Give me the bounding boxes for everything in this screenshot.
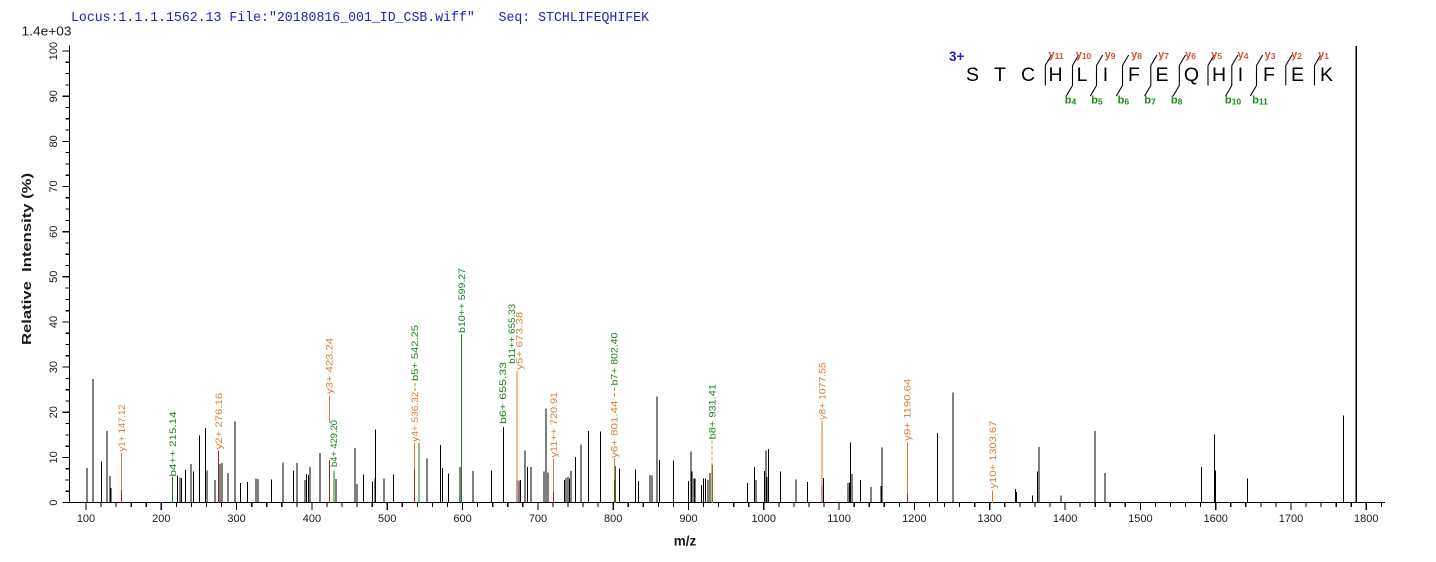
svg-text:y11++ 720.91: y11++ 720.91 <box>549 392 560 458</box>
svg-text:1700: 1700 <box>1279 513 1303 525</box>
svg-text:b10++ 599.27: b10++ 599.27 <box>457 268 468 333</box>
svg-text:b4+ 429.20: b4+ 429.20 <box>329 420 340 467</box>
svg-text:90: 90 <box>48 90 60 102</box>
svg-text:y2+ 276.16: y2+ 276.16 <box>214 393 225 450</box>
svg-text:300: 300 <box>227 513 245 525</box>
svg-text:I: I <box>1103 64 1108 86</box>
svg-text:b6+ 655.33: b6+ 655.33 <box>498 362 509 424</box>
svg-text:F: F <box>1263 64 1275 86</box>
svg-text:1500: 1500 <box>1128 513 1152 525</box>
svg-text:y8+ 1077.55: y8+ 1077.55 <box>818 362 829 419</box>
svg-text:100: 100 <box>77 513 95 525</box>
svg-text:1.4e+03: 1.4e+03 <box>22 25 72 39</box>
svg-text:y3: y3 <box>1265 49 1276 61</box>
svg-text:y9: y9 <box>1105 49 1116 61</box>
svg-text:b5+ 542.25: b5+ 542.25 <box>410 325 421 381</box>
svg-text:y5: y5 <box>1211 49 1222 61</box>
svg-text:b8+ 931.41: b8+ 931.41 <box>708 384 719 439</box>
svg-text:y8: y8 <box>1131 49 1142 61</box>
svg-text:Locus:1.1.1.1562.13 File:"2018: Locus:1.1.1.1562.13 File:"20180816_001_I… <box>71 10 650 26</box>
svg-text:y1: y1 <box>1318 49 1329 61</box>
svg-text:y6+ 801.44: y6+ 801.44 <box>610 401 621 458</box>
svg-text:C: C <box>1021 64 1035 86</box>
svg-text:30: 30 <box>48 361 60 373</box>
svg-text:1600: 1600 <box>1203 513 1227 525</box>
svg-text:b4++ 215.14: b4++ 215.14 <box>168 412 179 477</box>
svg-text:1800: 1800 <box>1354 513 1378 525</box>
svg-text:b4: b4 <box>1065 95 1077 107</box>
svg-text:H: H <box>1048 64 1062 86</box>
svg-text:y6: y6 <box>1185 49 1196 61</box>
svg-text:b11: b11 <box>1252 95 1268 107</box>
svg-text:y3+ 423.24: y3+ 423.24 <box>325 338 336 394</box>
svg-text:E: E <box>1291 64 1304 86</box>
svg-text:1300: 1300 <box>977 513 1001 525</box>
svg-text:y2: y2 <box>1291 49 1302 61</box>
svg-text:b5: b5 <box>1091 95 1103 107</box>
svg-text:1400: 1400 <box>1053 513 1077 525</box>
svg-text:Q: Q <box>1184 64 1199 86</box>
svg-text:y10+ 1303.67: y10+ 1303.67 <box>988 421 999 489</box>
svg-text:y11: y11 <box>1048 49 1063 61</box>
svg-text:700: 700 <box>529 513 547 525</box>
svg-text:b10: b10 <box>1225 95 1241 107</box>
svg-text:20: 20 <box>48 406 60 418</box>
svg-text:F: F <box>1128 64 1140 86</box>
svg-text:1000: 1000 <box>752 513 776 525</box>
svg-text:y9+ 1190.64: y9+ 1190.64 <box>903 379 914 441</box>
svg-text:T: T <box>994 64 1006 86</box>
svg-text:200: 200 <box>152 513 170 525</box>
svg-text:40: 40 <box>48 316 60 328</box>
svg-text:500: 500 <box>378 513 396 525</box>
svg-text:400: 400 <box>303 513 321 525</box>
svg-text:b11++ 655.33: b11++ 655.33 <box>507 304 518 364</box>
svg-text:10: 10 <box>48 451 60 463</box>
svg-text:b8: b8 <box>1171 95 1183 107</box>
svg-text:y10: y10 <box>1076 49 1092 61</box>
svg-text:b6: b6 <box>1118 95 1130 107</box>
svg-text:600: 600 <box>453 513 471 525</box>
svg-text:0: 0 <box>48 500 60 506</box>
svg-text:60: 60 <box>48 226 60 238</box>
svg-text:S: S <box>966 64 979 86</box>
svg-text:900: 900 <box>679 513 697 525</box>
svg-text:800: 800 <box>604 513 622 525</box>
svg-text:y4+ 536.32: y4+ 536.32 <box>410 392 421 442</box>
svg-text:70: 70 <box>48 180 60 192</box>
svg-text:E: E <box>1155 64 1168 86</box>
svg-text:50: 50 <box>48 271 60 283</box>
svg-text:1200: 1200 <box>902 513 926 525</box>
svg-text:y1+ 147.12: y1+ 147.12 <box>117 405 128 452</box>
svg-text:b7+ 802.40: b7+ 802.40 <box>610 333 621 386</box>
svg-text:L: L <box>1077 64 1088 86</box>
svg-text:K: K <box>1320 64 1333 86</box>
svg-text:Relative Intensity (%): Relative Intensity (%) <box>20 173 34 345</box>
svg-text:I: I <box>1238 64 1243 86</box>
svg-text:1100: 1100 <box>827 513 851 525</box>
svg-text:m/z: m/z <box>674 534 697 549</box>
svg-text:3+: 3+ <box>949 49 965 64</box>
svg-text:100: 100 <box>48 42 60 60</box>
svg-text:b7: b7 <box>1144 95 1156 107</box>
svg-text:H: H <box>1212 64 1226 86</box>
svg-text:y5+ 673.38: y5+ 673.38 <box>515 312 526 370</box>
svg-text:80: 80 <box>48 135 60 147</box>
svg-text:y7: y7 <box>1158 49 1169 61</box>
svg-text:y4: y4 <box>1238 49 1249 61</box>
